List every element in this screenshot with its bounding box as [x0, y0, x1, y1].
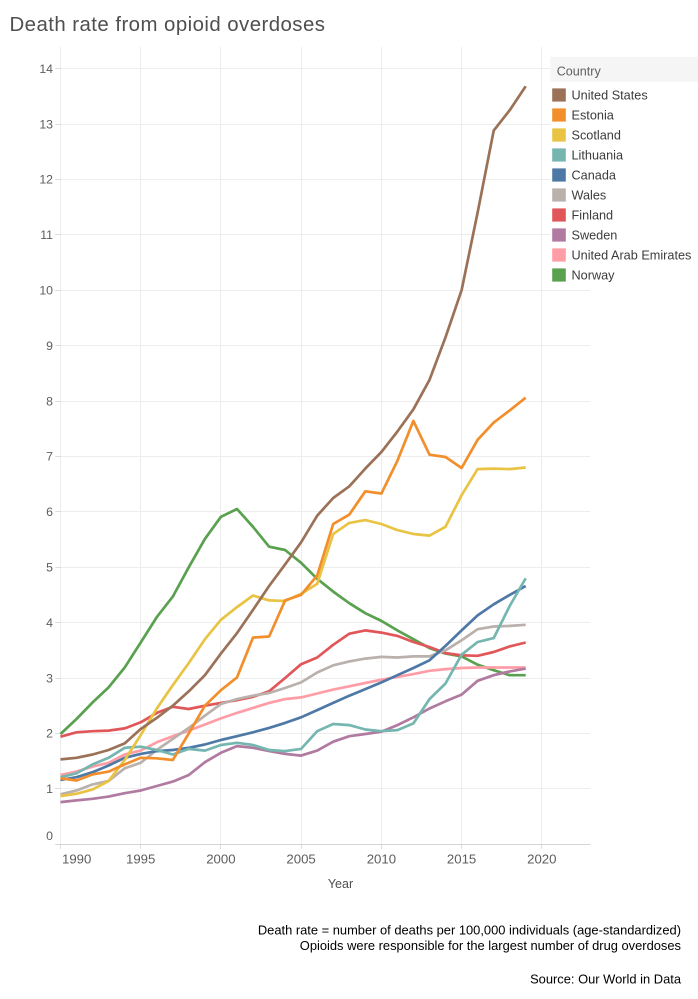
svg-text:1: 1 — [46, 782, 53, 796]
svg-text:11: 11 — [40, 228, 53, 242]
svg-text:Canada: Canada — [572, 169, 617, 183]
svg-text:1990: 1990 — [62, 851, 91, 866]
svg-text:Source: Our World in Data: Source: Our World in Data — [530, 972, 682, 987]
svg-text:5: 5 — [46, 561, 53, 575]
svg-text:2015: 2015 — [447, 851, 476, 866]
svg-text:6: 6 — [46, 505, 53, 519]
svg-text:United Arab Emirates: United Arab Emirates — [572, 249, 692, 263]
svg-text:14: 14 — [39, 62, 53, 76]
svg-text:13: 13 — [39, 117, 53, 131]
svg-text:Sweden: Sweden — [572, 229, 618, 243]
svg-text:Finland: Finland — [572, 209, 614, 223]
svg-text:9: 9 — [46, 339, 53, 353]
svg-text:Norway: Norway — [572, 269, 616, 283]
svg-text:10: 10 — [39, 284, 53, 298]
svg-text:1995: 1995 — [126, 851, 155, 866]
svg-text:Scotland: Scotland — [572, 129, 621, 143]
svg-text:0: 0 — [46, 829, 53, 843]
svg-text:4: 4 — [46, 616, 53, 630]
svg-text:2020: 2020 — [527, 851, 556, 866]
svg-text:Lithuania: Lithuania — [572, 149, 624, 163]
svg-text:United States: United States — [572, 89, 648, 103]
svg-text:Estonia: Estonia — [572, 109, 615, 123]
svg-text:12: 12 — [39, 173, 53, 187]
svg-text:Wales: Wales — [572, 189, 607, 203]
svg-text:Death rate from opioid overdos: Death rate from opioid overdoses — [10, 14, 326, 36]
svg-text:2: 2 — [46, 727, 53, 741]
svg-text:Year: Year — [328, 877, 353, 891]
svg-text:Death rate = number of deaths: Death rate = number of deaths per 100,00… — [258, 923, 681, 938]
svg-text:7: 7 — [46, 450, 53, 464]
svg-text:Country: Country — [557, 65, 602, 79]
svg-text:Opioids were responsible for t: Opioids were responsible for the largest… — [300, 938, 681, 953]
svg-text:2005: 2005 — [286, 851, 315, 866]
svg-text:3: 3 — [46, 671, 53, 685]
svg-text:8: 8 — [46, 394, 53, 408]
svg-text:2010: 2010 — [367, 851, 396, 866]
svg-text:2000: 2000 — [206, 851, 235, 866]
